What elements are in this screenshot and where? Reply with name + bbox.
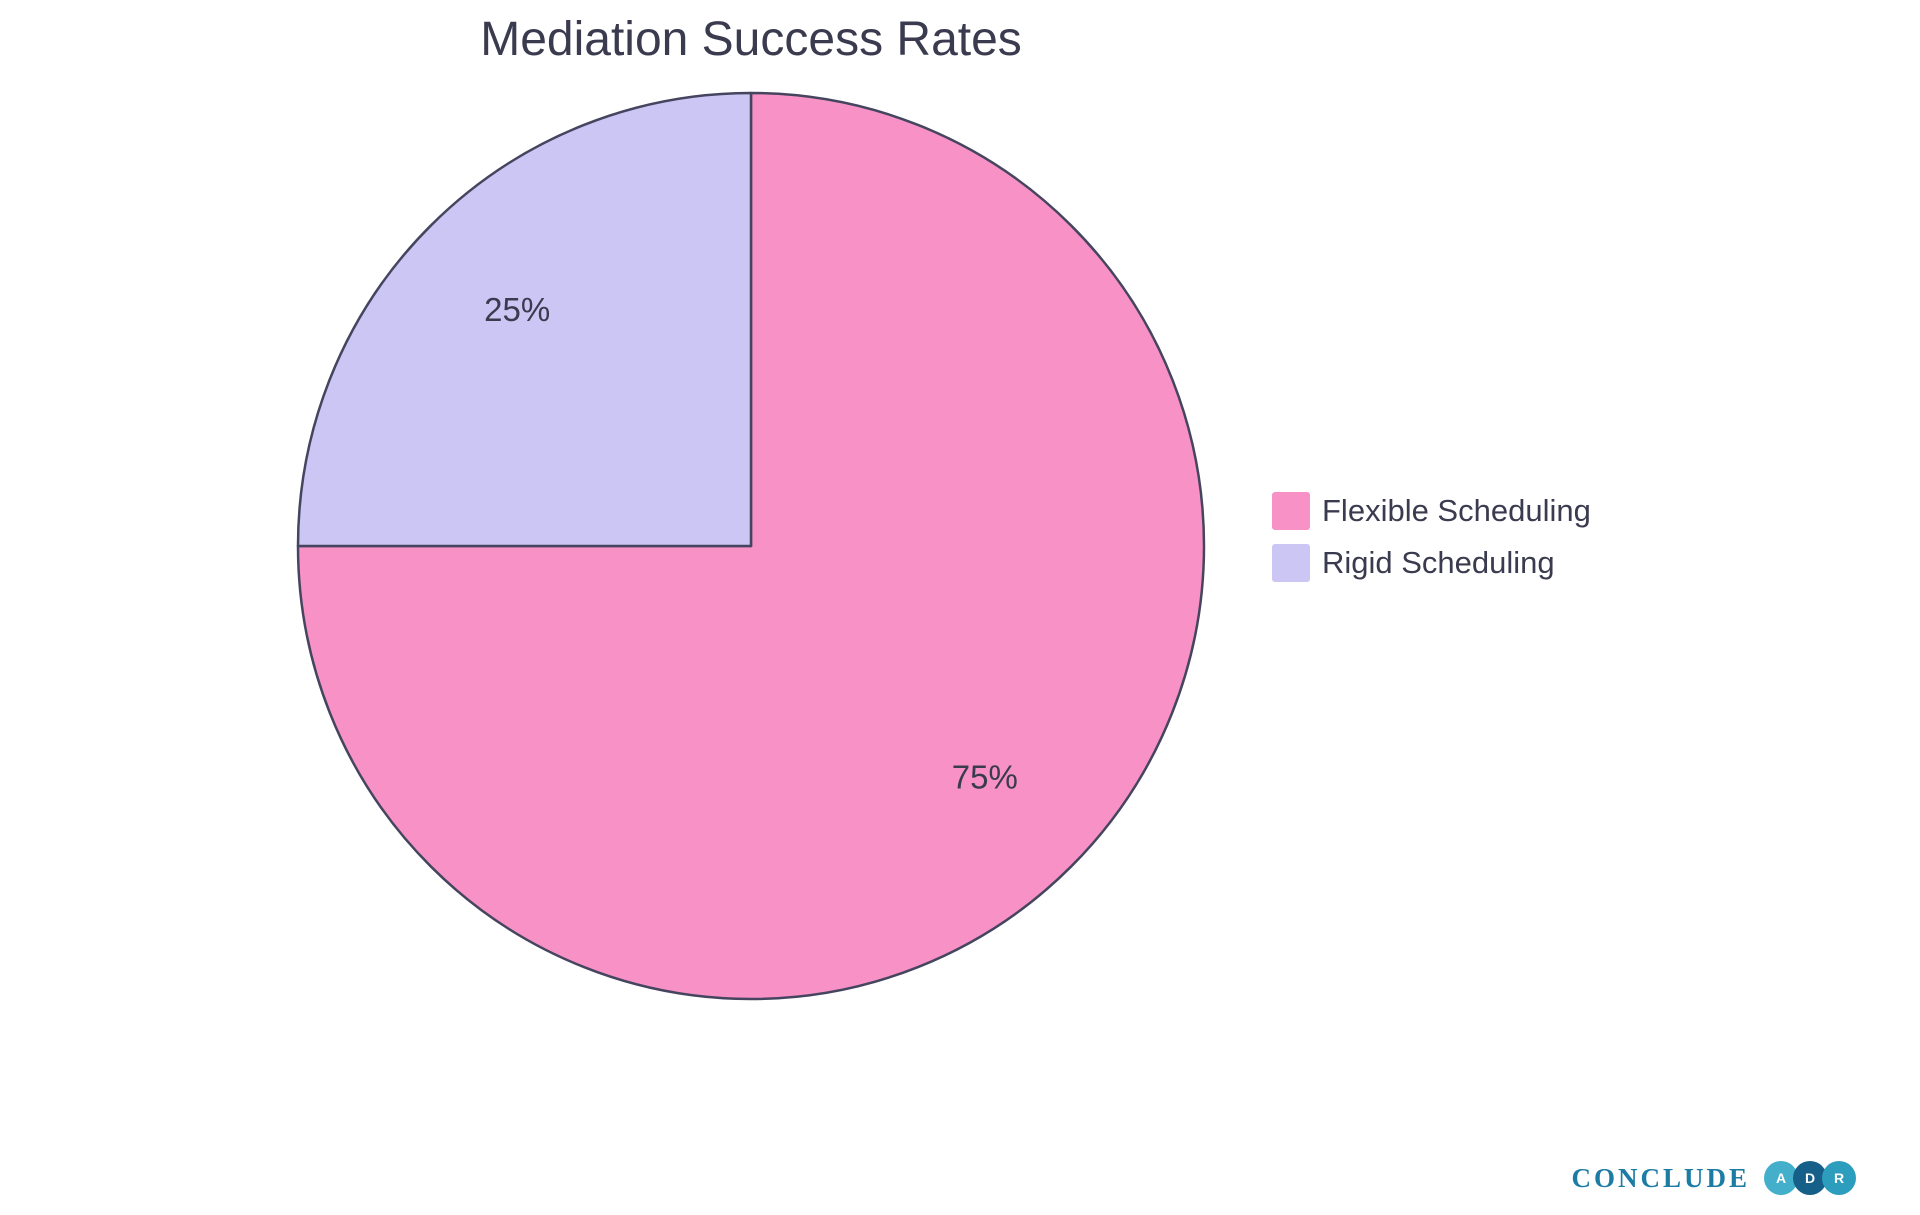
pie-percent-label: 25% — [484, 291, 550, 328]
chart-title: Mediation Success Rates — [480, 13, 1022, 66]
pie-percent-label: 75% — [952, 759, 1018, 796]
legend-label: Rigid Scheduling — [1322, 545, 1555, 580]
brand-badge-d: D — [1793, 1161, 1827, 1195]
pie-slice-rigid-scheduling — [296, 91, 753, 548]
legend-label: Flexible Scheduling — [1322, 493, 1591, 528]
legend-item-rigid-scheduling[interactable]: Rigid Scheduling — [1272, 544, 1591, 582]
pie-slice-flexible-scheduling — [296, 91, 1206, 1001]
brand-wordmark: CONCLUDE — [1571, 1162, 1750, 1193]
legend-item-flexible-scheduling[interactable]: Flexible Scheduling — [1272, 492, 1591, 530]
legend-swatch — [1272, 544, 1310, 582]
legend: Flexible Scheduling Rigid Scheduling — [1272, 492, 1591, 582]
brand-badge-a: A — [1764, 1161, 1798, 1195]
brand-badge-r: R — [1822, 1161, 1856, 1195]
legend-swatch — [1272, 492, 1310, 530]
